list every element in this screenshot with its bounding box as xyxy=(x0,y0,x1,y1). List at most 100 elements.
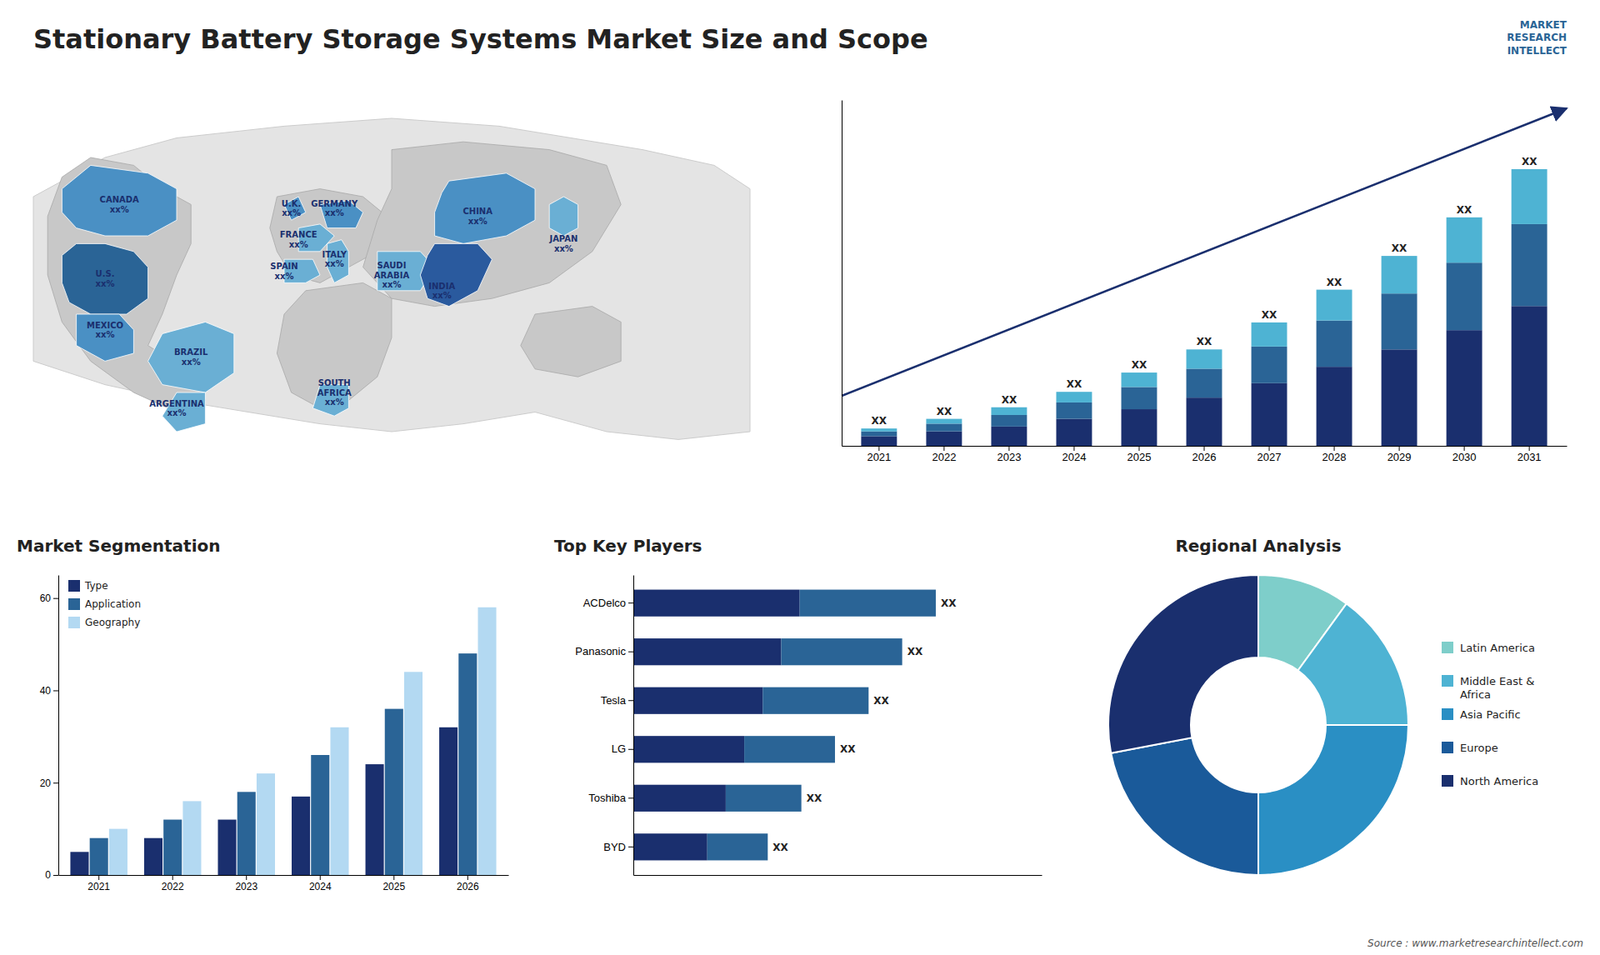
tick: 40 xyxy=(40,685,59,697)
legend-swatch xyxy=(1441,708,1454,720)
tick-label: 2021 xyxy=(866,450,891,464)
tick-label: 2026 xyxy=(1192,450,1217,464)
countries xyxy=(61,165,578,432)
tick-mark xyxy=(878,445,880,451)
text-line: xx% xyxy=(95,330,115,340)
panel-title: Top Key Players xyxy=(554,535,702,556)
legend: TypeApplicationGeography xyxy=(68,580,141,629)
tick-mark xyxy=(320,875,321,880)
tick-mark xyxy=(1269,445,1270,451)
continent xyxy=(363,141,622,306)
bar xyxy=(633,638,781,665)
bar-annotation: XX xyxy=(907,645,924,658)
figure: Stationary Battery Storage Systems Marke… xyxy=(0,0,1600,955)
bar xyxy=(707,833,769,860)
text-line: xx% xyxy=(382,280,402,290)
bar xyxy=(310,755,330,875)
bar xyxy=(925,419,962,425)
text-line: xx% xyxy=(95,279,115,289)
text-line: MEXICO xyxy=(86,320,124,330)
bar xyxy=(780,638,902,665)
tick: 2026 xyxy=(1192,445,1217,464)
text-line: INTELLECT xyxy=(1507,45,1568,57)
tick-label: 2024 xyxy=(1061,450,1086,464)
bar xyxy=(990,415,1027,427)
bar xyxy=(163,820,182,875)
tick-mark xyxy=(1138,445,1140,451)
bar xyxy=(1381,293,1418,350)
bar xyxy=(860,435,897,446)
bar-annotation: XX xyxy=(1066,378,1083,390)
tick: 2028 xyxy=(1322,445,1347,464)
bar xyxy=(1511,305,1548,446)
text-line: SPAIN xyxy=(270,261,298,271)
y-axis: 0204060 xyxy=(40,575,60,882)
text-line: xx% xyxy=(325,208,345,218)
bar xyxy=(1251,346,1288,384)
text-line: SOUTH xyxy=(318,378,351,388)
text-line: xx% xyxy=(468,216,488,226)
bar-series xyxy=(90,653,478,875)
tick-mark xyxy=(1073,445,1075,451)
country-label: ITALYxx% xyxy=(321,250,347,270)
text-line: RESEARCH xyxy=(1506,31,1567,44)
donut xyxy=(1108,575,1409,875)
tick-mark xyxy=(628,797,634,799)
legend-item: Middle East &Africa xyxy=(1441,675,1535,701)
text-line: xx% xyxy=(554,244,574,254)
source-text: Source : www.marketresearchintellect.com xyxy=(1367,937,1584,950)
x-axis: 202120222023202420252026 xyxy=(59,875,510,893)
text-line: U.S. xyxy=(95,269,115,279)
country-shape xyxy=(148,321,235,393)
legend-label: Application xyxy=(85,598,141,610)
bar xyxy=(1251,383,1288,446)
bar xyxy=(762,687,869,715)
tick-mark xyxy=(1399,445,1400,451)
bar xyxy=(1381,349,1418,446)
bar-annotation: XX xyxy=(1196,335,1213,348)
country-label: MEXICOxx% xyxy=(86,320,124,340)
bar xyxy=(925,423,962,431)
legend-label: Asia Pacific xyxy=(1460,708,1521,721)
page-title: Stationary Battery Storage Systems Marke… xyxy=(33,23,929,55)
bar xyxy=(1121,386,1158,410)
tick-label: 2021 xyxy=(87,880,110,893)
tick-label: 60 xyxy=(40,592,52,605)
tick-mark xyxy=(1204,445,1205,451)
legend-item: Application xyxy=(68,598,141,610)
bar xyxy=(385,709,404,875)
tick-label: BYD xyxy=(603,840,626,854)
tick-label: 2024 xyxy=(309,880,332,893)
tick-label: 40 xyxy=(40,685,52,697)
bar xyxy=(860,428,897,431)
bar xyxy=(182,800,201,875)
bar xyxy=(990,426,1027,446)
bar xyxy=(1316,366,1353,446)
bar-annotation: XX xyxy=(806,792,823,805)
tick: ACDelco xyxy=(583,596,634,610)
tick: 2024 xyxy=(1061,445,1086,464)
bar-annotation: XX xyxy=(1001,394,1018,406)
bar xyxy=(1055,419,1092,446)
legend-swatch xyxy=(1441,775,1454,787)
bar xyxy=(330,727,349,875)
bar xyxy=(1511,169,1548,225)
tick-label: 2029 xyxy=(1387,450,1412,464)
bar xyxy=(990,407,1027,415)
country-label: GERMANYxx% xyxy=(310,199,359,219)
text-line: North America xyxy=(1460,775,1539,788)
map-background xyxy=(33,118,750,440)
tick: 2021 xyxy=(866,445,891,464)
bar-series xyxy=(860,169,1547,432)
text-line: xx% xyxy=(289,240,309,250)
country-label: BRAZILxx% xyxy=(174,347,209,367)
tick-label: 2026 xyxy=(456,880,480,893)
legend-label: Middle East &Africa xyxy=(1460,675,1535,701)
tick-mark xyxy=(628,651,634,653)
tick-mark xyxy=(1464,445,1465,451)
tick-mark xyxy=(467,875,469,880)
x-axis: 2021202220232024202520262027202820292030… xyxy=(842,445,1568,464)
text-line: BRAZIL xyxy=(174,347,209,357)
text-line: xx% xyxy=(110,205,130,215)
tick: 60 xyxy=(40,592,59,605)
